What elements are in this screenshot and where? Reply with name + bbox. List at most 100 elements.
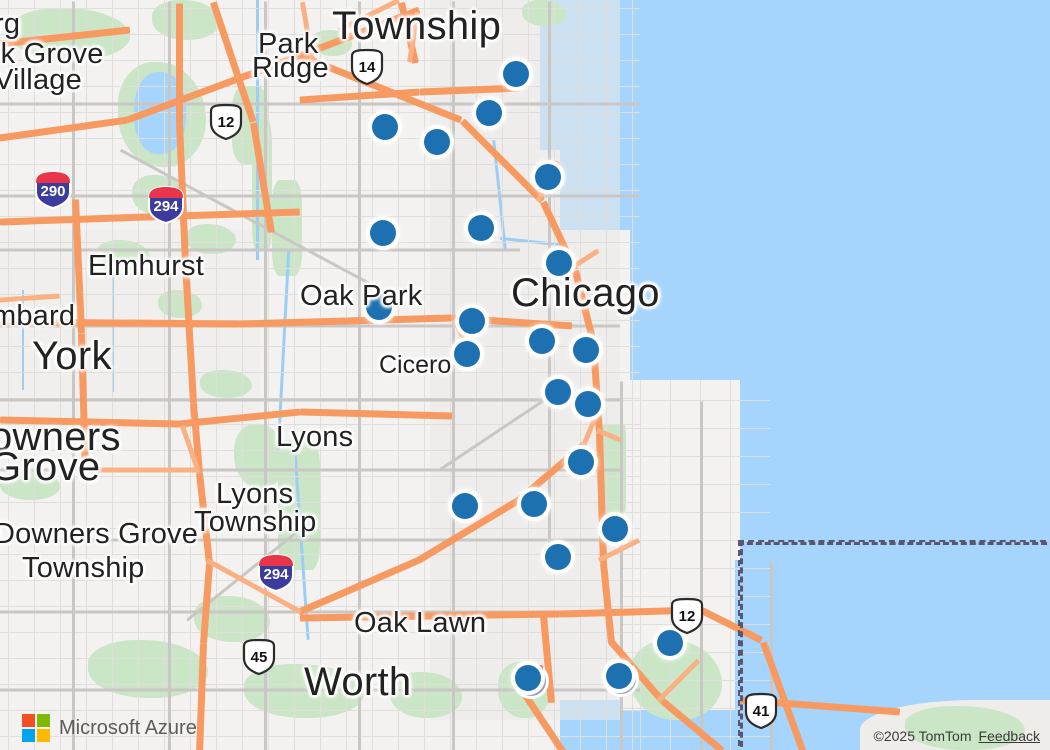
grid-street-h [0, 684, 640, 686]
grid-street-h [0, 476, 640, 478]
grid-street-h [0, 190, 640, 192]
grid-street-v [528, 0, 530, 750]
grid-street-h [0, 216, 640, 218]
grid-street-h [0, 424, 640, 426]
grid-street-v [8, 0, 10, 750]
grid-street-v [138, 0, 140, 750]
map-pin-marker[interactable] [546, 250, 572, 276]
arterial-ew-4 [0, 324, 620, 328]
map-pin-marker[interactable] [459, 308, 485, 334]
grid-street-v [424, 0, 426, 750]
map-pin-marker[interactable] [545, 379, 571, 405]
arterial-ew-8 [0, 610, 640, 614]
grid-street-h [0, 164, 640, 166]
grid-street-v [580, 0, 582, 750]
arterial-ew-7 [0, 538, 620, 542]
map-pin-marker[interactable] [515, 665, 541, 691]
map-pin-marker[interactable] [606, 663, 632, 689]
grid-street-h [620, 680, 770, 682]
grid-street-h [0, 86, 640, 88]
map-pin-marker[interactable] [535, 164, 561, 190]
grid-street-h [620, 624, 770, 626]
grid-street-h [0, 34, 640, 36]
grid-street-h [0, 580, 640, 582]
park-sw-b [88, 640, 208, 698]
grid-street-v [398, 0, 400, 750]
grid-street-h [0, 294, 640, 296]
map-pin-marker[interactable] [657, 630, 683, 656]
park-forest-w [0, 470, 60, 500]
grid-street-h [0, 632, 640, 634]
grid-street-h [620, 540, 770, 542]
grid-street-h [0, 528, 640, 530]
map-pin-marker[interactable] [545, 544, 571, 570]
grid-street-v [60, 0, 62, 750]
feedback-link[interactable]: Feedback [978, 728, 1040, 744]
grid-street-v [294, 0, 296, 750]
arterial-ns-2 [168, 1, 171, 750]
arterial-ew-5 [0, 398, 620, 402]
arterial-ew-1 [0, 102, 640, 106]
grid-street-v [606, 0, 608, 750]
grid-street-v [164, 0, 166, 750]
grid-street-v [112, 0, 114, 750]
grid-street-h [0, 710, 640, 712]
state-boundary-left [738, 540, 743, 750]
map-pin-marker[interactable] [568, 449, 594, 475]
map-pin-marker[interactable] [366, 294, 392, 320]
map-pin-marker[interactable] [424, 129, 450, 155]
copyright-text: ©2025 TomTom [873, 728, 972, 744]
map-pin-marker[interactable] [476, 100, 502, 126]
map-pin-marker[interactable] [503, 61, 529, 87]
river-west [22, 290, 24, 390]
arterial-ns-1 [72, 1, 75, 750]
grid-street-v [476, 0, 478, 750]
hwy-i294-a [176, 3, 183, 124]
map-pin-marker[interactable] [575, 391, 601, 417]
grid-street-v [268, 0, 270, 750]
grid-street-v [372, 0, 374, 750]
arterial-ns-3 [264, 1, 267, 750]
map-pin-marker[interactable] [521, 491, 547, 517]
grid-street-h [0, 112, 640, 114]
grid-street-h [0, 346, 640, 348]
grid-street-v [34, 0, 36, 750]
map-pin-marker[interactable] [370, 220, 396, 246]
microsoft-logo-icon [22, 714, 50, 742]
hwy-ramp-w2 [82, 467, 200, 473]
map-pin-marker[interactable] [573, 337, 599, 363]
arterial-ew-9 [0, 688, 640, 692]
state-boundary-top [738, 540, 1050, 545]
grid-street-v [632, 0, 634, 750]
map-pin-marker[interactable] [452, 493, 478, 519]
grid-street-h [0, 658, 640, 660]
map-pin-marker[interactable] [454, 341, 480, 367]
azure-branding: Microsoft Azure [22, 714, 197, 742]
grid-street-h [620, 596, 770, 598]
grid-street-h [620, 736, 770, 738]
park-central-w [96, 240, 150, 272]
grid-street-v [450, 0, 452, 750]
grid-street-v [216, 0, 218, 750]
map-attribution: ©2025 TomTom Feedback [874, 728, 1040, 744]
map-pin-marker[interactable] [468, 215, 494, 241]
grid-street-v [670, 380, 672, 750]
grid-street-h [0, 138, 640, 140]
map-pin-marker[interactable] [529, 328, 555, 354]
arterial-ew-2 [0, 194, 640, 198]
map-pin-marker[interactable] [602, 516, 628, 542]
grid-street-h [0, 736, 640, 738]
grid-street-h [620, 484, 770, 486]
grid-street-v [320, 0, 322, 750]
grid-street-h [620, 428, 770, 430]
grid-street-h [620, 456, 770, 458]
arterial-ew-6 [0, 468, 620, 472]
grid-street-h [620, 400, 770, 402]
grid-street-h [620, 652, 770, 654]
grid-street-h [0, 8, 640, 10]
grid-street-h [0, 268, 640, 270]
map-pin-marker[interactable] [372, 114, 398, 140]
arterial-ew-3 [0, 248, 520, 252]
grid-street-v [86, 0, 88, 750]
